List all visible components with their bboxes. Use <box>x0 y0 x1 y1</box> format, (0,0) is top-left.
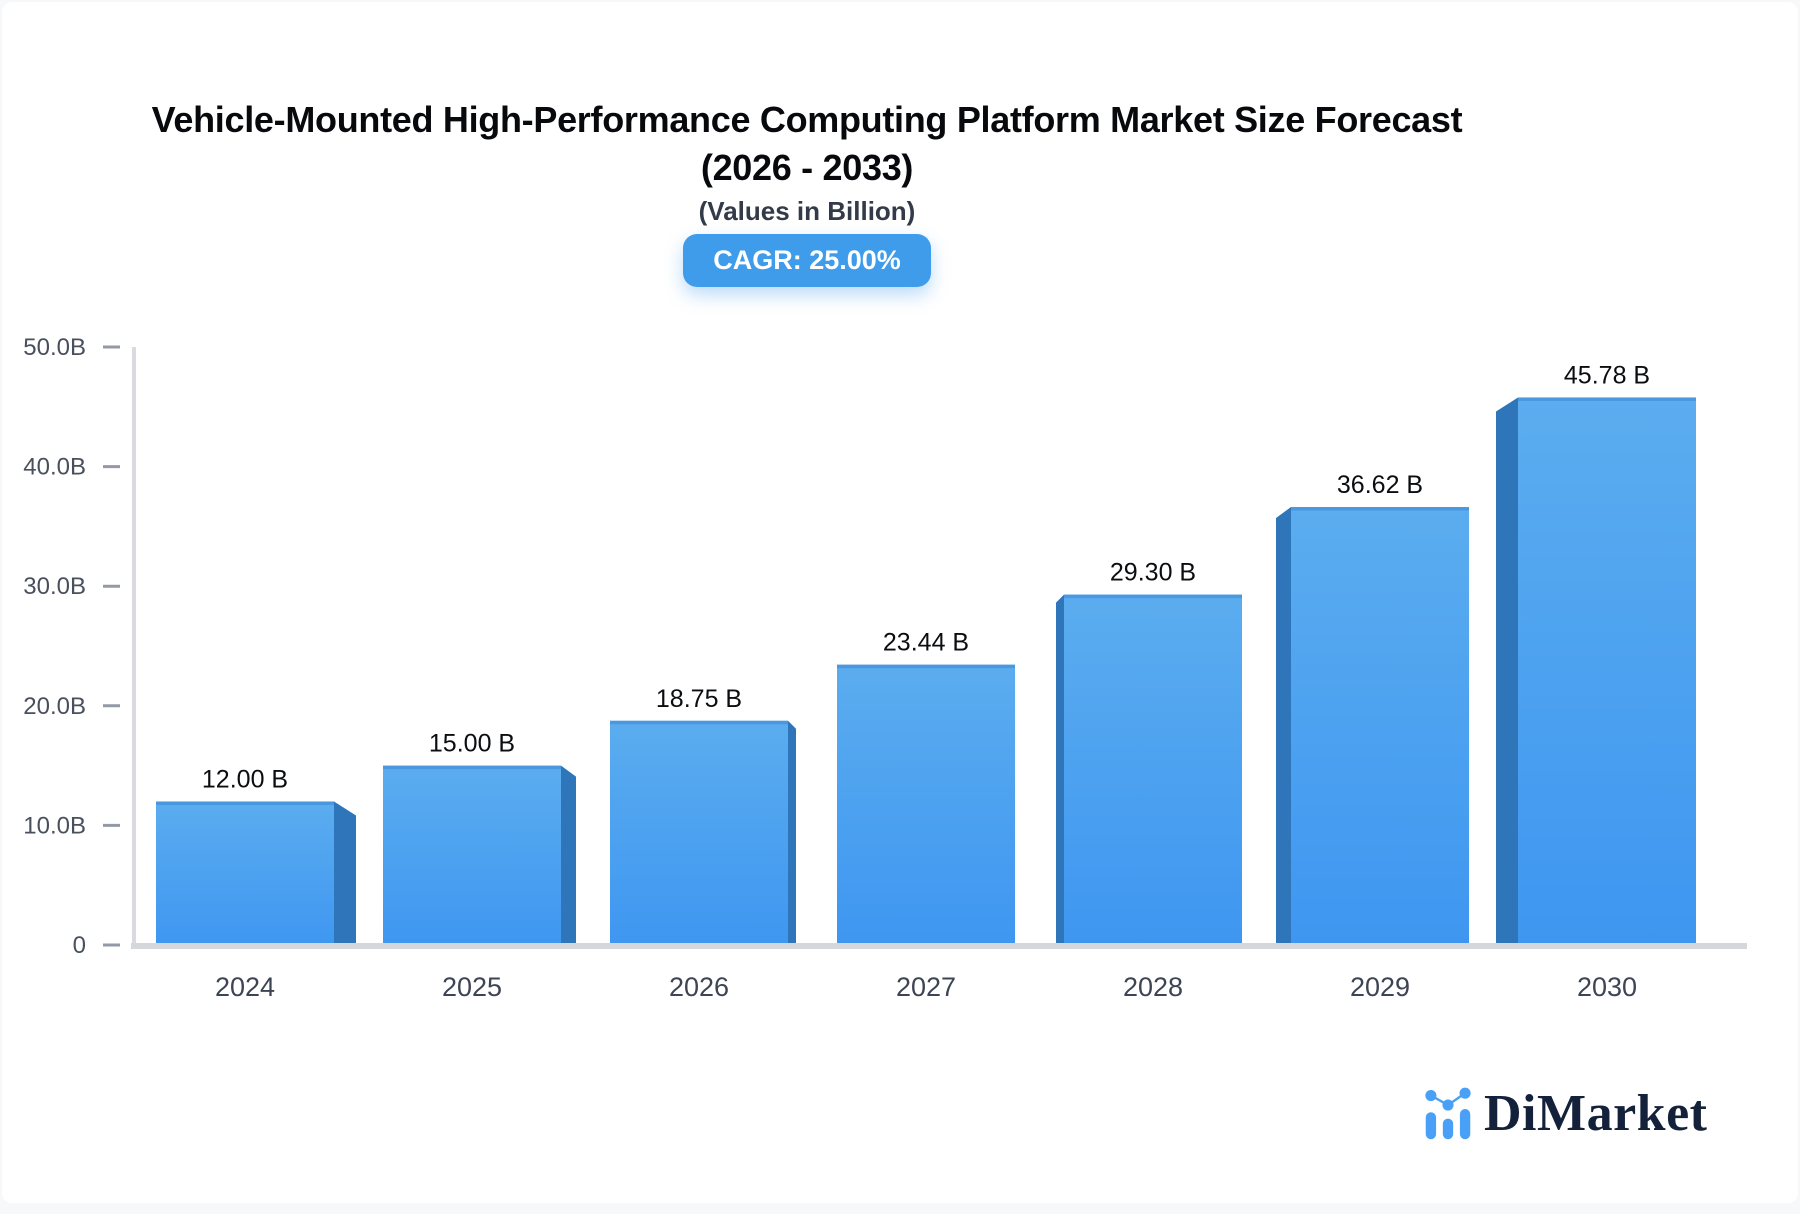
bar-2030: 45.78 B <box>1496 361 1696 949</box>
bar-side-face <box>1496 397 1518 949</box>
y-axis-tick-label: 50.0B <box>23 334 86 361</box>
bar-top-edge <box>837 664 1015 669</box>
x-axis-category-label: 2024 <box>215 972 275 1002</box>
chart-title-line1: Vehicle-Mounted High-Performance Computi… <box>151 99 1463 140</box>
y-axis-tick-label: 30.0B <box>23 573 86 600</box>
logo-bar <box>1459 1109 1471 1140</box>
bar-side-face <box>561 765 576 949</box>
chart-title-line2: (2026 - 2033) <box>700 147 914 188</box>
bar-front-face <box>1291 507 1469 949</box>
bar-2029: 36.62 B <box>1276 471 1469 949</box>
bar-value-label: 36.62 B <box>1337 471 1423 499</box>
bar-front-face <box>610 720 788 949</box>
logo-dot <box>1425 1089 1437 1102</box>
bar-value-label: 23.44 B <box>883 629 969 657</box>
bar-value-label: 29.30 B <box>1110 559 1196 587</box>
bar-top-edge <box>610 720 788 725</box>
bar-top-edge <box>383 765 561 770</box>
logo-bar <box>1425 1112 1437 1140</box>
logo-dot <box>1442 1099 1454 1111</box>
bar-front-face <box>1518 397 1696 949</box>
bar-2028: 29.30 B <box>1056 559 1242 949</box>
x-axis-category-label: 2030 <box>1577 972 1637 1002</box>
cagr-badge: CAGR: 25.00% <box>683 234 931 287</box>
bar-top-edge <box>156 801 334 805</box>
logo-dot <box>1459 1087 1471 1099</box>
bar-top-edge <box>1291 507 1469 511</box>
y-axis-tick-label: 40.0B <box>23 454 86 481</box>
y-axis-tick-label: 0 <box>73 932 86 959</box>
bar-front-face <box>383 765 561 949</box>
y-axis-tick-label: 20.0B <box>23 693 86 720</box>
bar-value-label: 18.75 B <box>656 685 742 713</box>
bar-side-face <box>1276 507 1291 949</box>
bar-front-face <box>1064 594 1242 949</box>
x-axis-category-label: 2028 <box>1123 972 1183 1002</box>
x-axis-category-label: 2027 <box>896 972 956 1002</box>
bar-2025: 15.00 B <box>383 730 576 949</box>
chart-header: Vehicle-Mounted High-Performance Computi… <box>2 96 1612 287</box>
bar-value-label: 12.00 B <box>202 765 288 793</box>
bar-top-edge <box>1064 594 1242 599</box>
bar-side-face <box>334 801 356 949</box>
bar-value-label: 15.00 B <box>429 730 515 758</box>
logo-text: DiMarket <box>1484 1085 1708 1142</box>
bar-2024: 12.00 B <box>156 765 356 949</box>
bar-side-face <box>788 720 796 949</box>
bar-2026: 18.75 B <box>610 685 796 949</box>
x-axis-category-label: 2026 <box>669 972 729 1002</box>
logo-bar <box>1442 1118 1454 1140</box>
bar-value-label: 45.78 B <box>1564 361 1650 389</box>
bar-front-face <box>156 801 334 949</box>
dimarket-logo: DiMarket <box>1424 1082 1707 1144</box>
chart-subtitle: (Values in Billion) <box>698 196 916 226</box>
x-axis-category-label: 2029 <box>1350 972 1410 1002</box>
chart-title: Vehicle-Mounted High-Performance Computi… <box>2 96 1612 192</box>
bar-side-face <box>1056 594 1064 949</box>
bar-2027: 23.44 B <box>837 629 1015 949</box>
bar-front-face <box>837 664 1015 949</box>
x-axis-category-label: 2025 <box>442 972 502 1002</box>
y-axis-tick-label: 10.0B <box>23 812 86 839</box>
bar-top-edge <box>1518 397 1696 401</box>
bar-line-chart-icon <box>1425 1087 1471 1140</box>
